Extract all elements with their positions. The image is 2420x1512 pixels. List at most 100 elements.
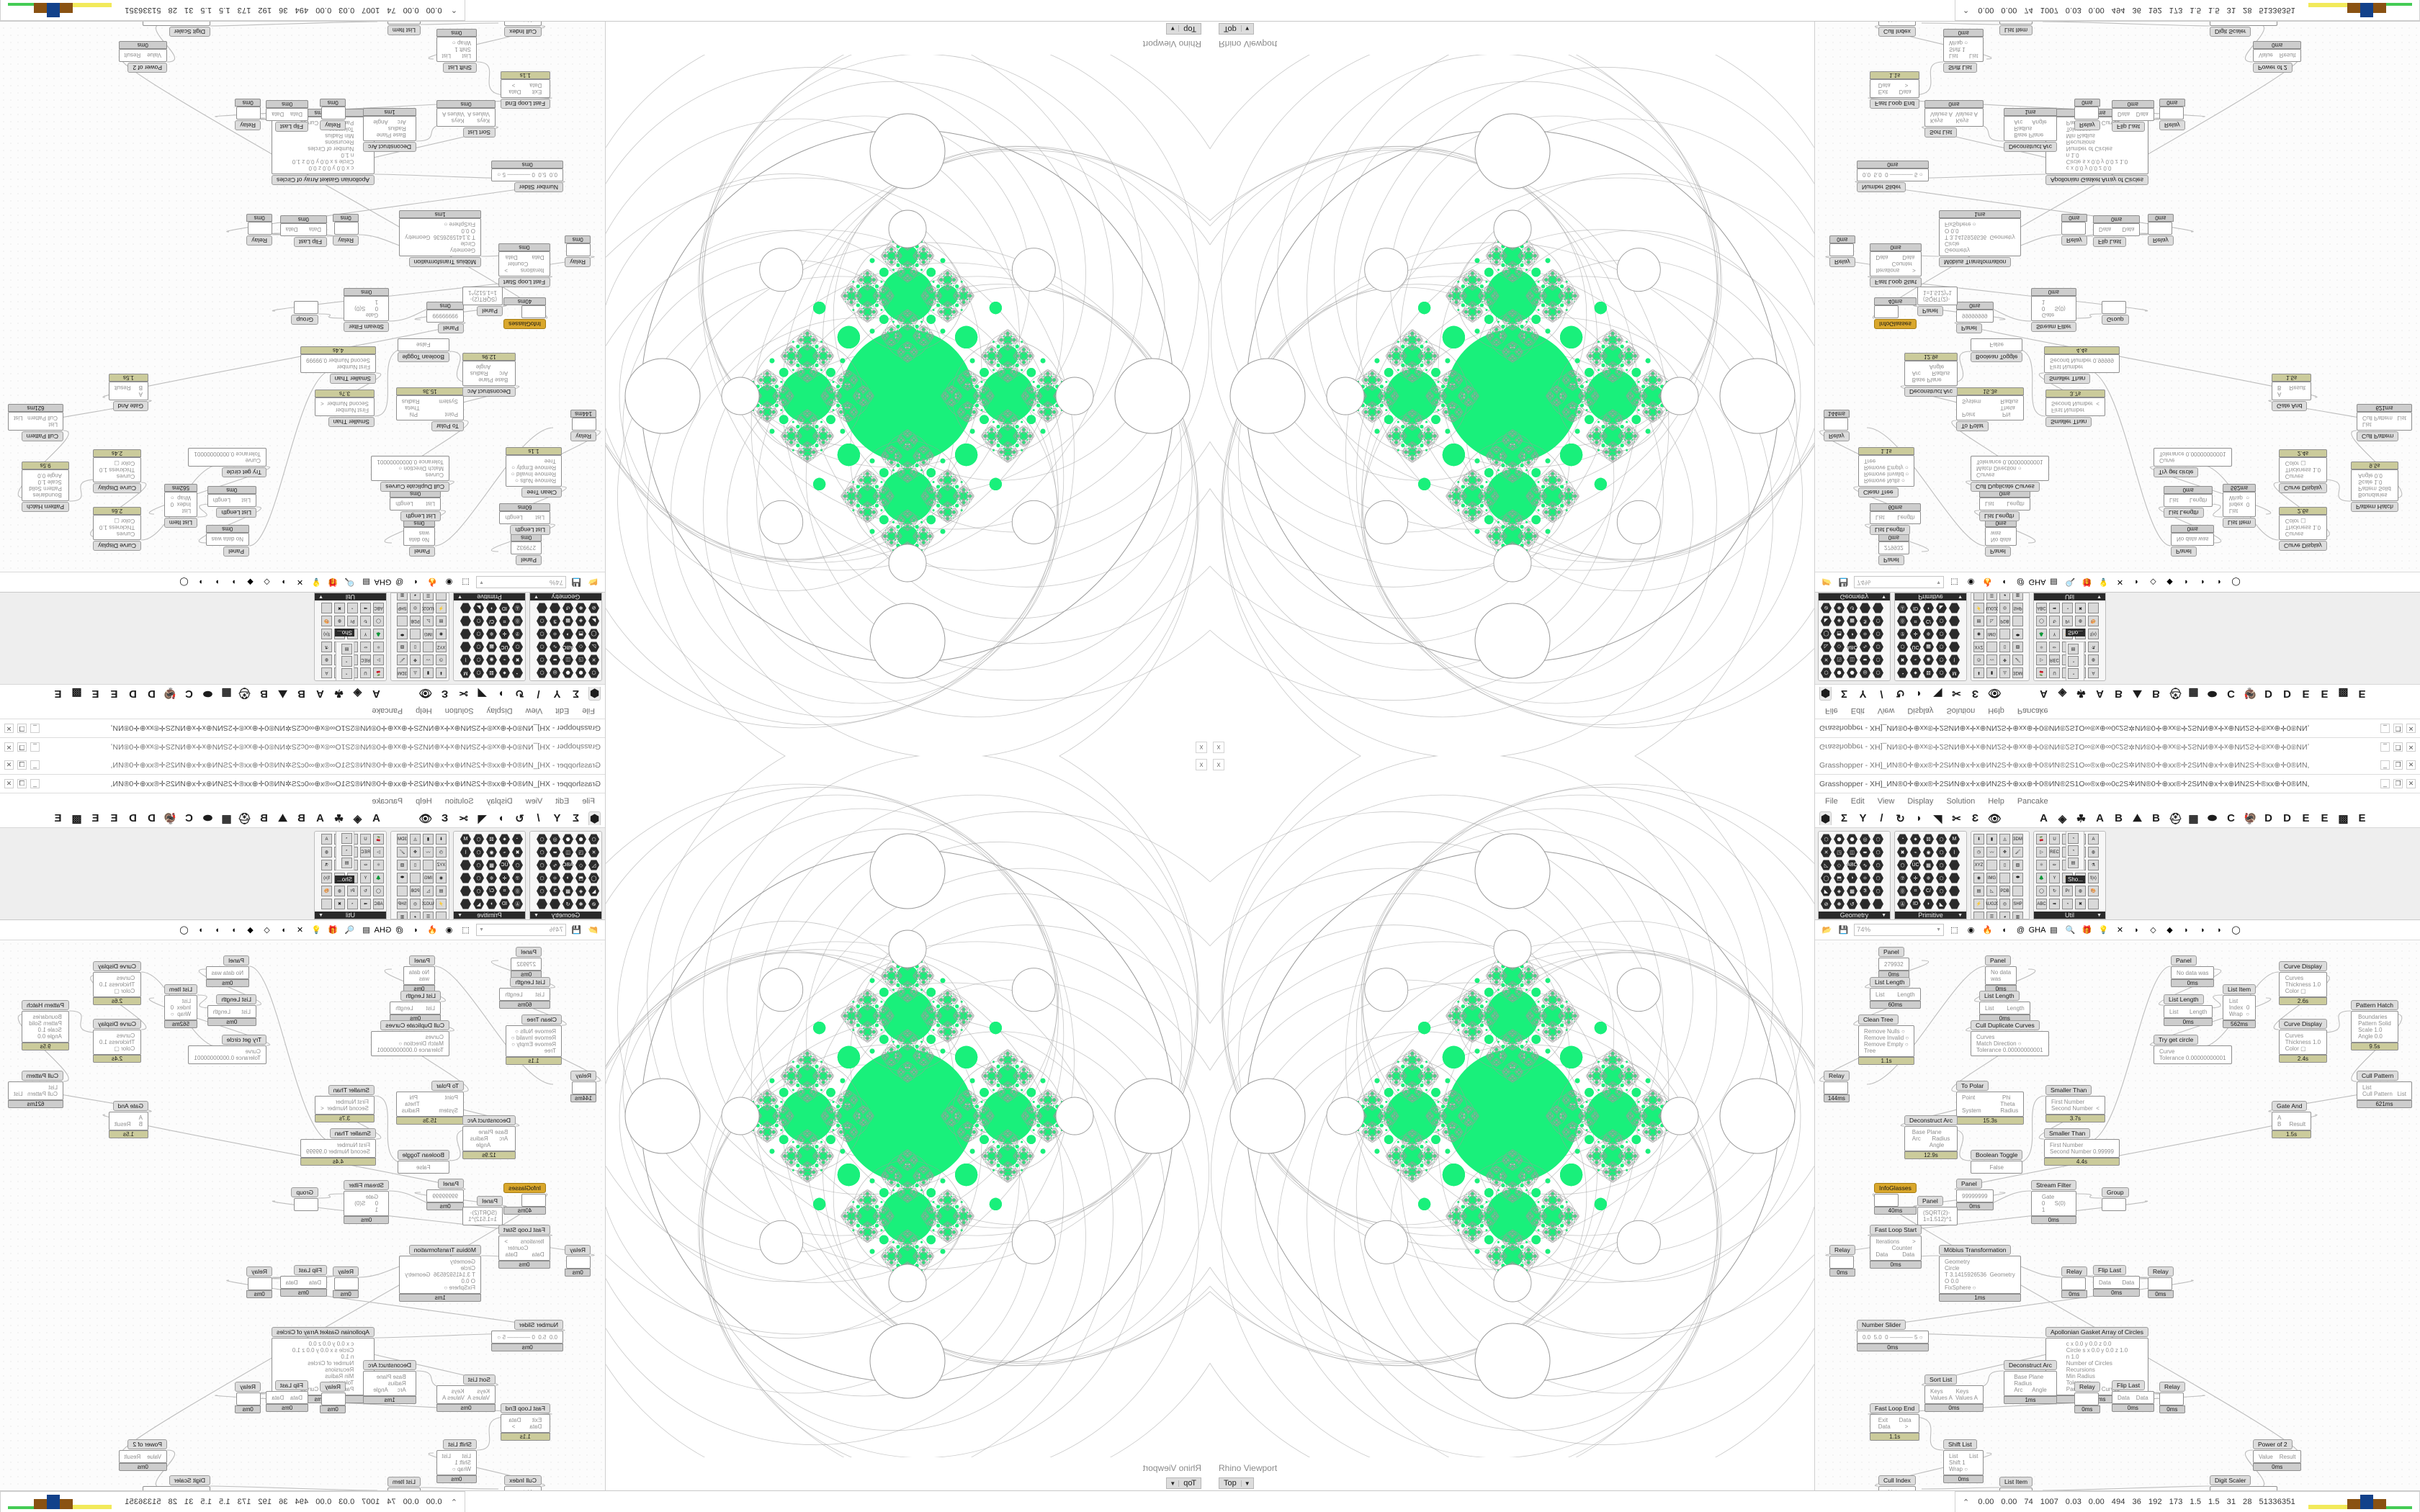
gh-node-caption[interactable]: Stream Filter [2031,322,2076,332]
component-icon[interactable]: ◑ [562,628,574,640]
component-icon[interactable]: ⬡ [1896,859,1909,871]
tab-icon-right-13[interactable]: D [127,688,139,700]
gh-node-body[interactable]: Base Plane Radius Arc Angle [363,116,416,141]
toolbar-icon-9[interactable]: 🔍 [344,924,356,936]
tab-icon-left-2[interactable]: Y [551,812,563,824]
gh-node-caption[interactable]: Fast Loop Start [498,277,550,287]
component-icon[interactable]: ✖ [511,846,524,858]
gh-node-body[interactable]: 99999999 [1956,310,1994,323]
component-icon[interactable]: ✥ [409,846,421,858]
gh-node-caption[interactable]: Relay [235,120,261,130]
gh-node-caption[interactable]: Pattern Hatch [22,1000,69,1010]
component-icon[interactable]: ⬡ [472,859,485,871]
component-icon[interactable] [549,602,561,614]
component-icon[interactable]: REC [359,846,372,858]
gh-node-body[interactable]: List Cull Pattern List [2357,412,2412,431]
gh-node-body[interactable]: List Length [390,498,441,510]
component-icon[interactable]: ⬬ [2012,872,2024,884]
gh-node-caption[interactable]: Flip Last [274,122,308,132]
component-icon[interactable]: ABC [1846,859,1858,871]
component-icon[interactable]: f(x) [2087,628,2099,640]
canvas-toolbar[interactable]: 📂 💾 74% ▼ ⬚ ◉ 🔥 ◖ @ GHA ▤ 🔍 🎁 💡 ✕ ◗ ◇ ◆ ◗ ◗ ◗ ◯ [0,572,605,592]
component-icon[interactable]: ⬌ [549,654,561,666]
tab-icon-right-0[interactable]: A [2038,812,2050,824]
gh-node[interactable]: Curve Display Curves Thickness 1.0 Color … [2279,959,2327,1005]
gh-node[interactable]: Stream Filter Gate 0 S(0) 1 0ms [344,288,389,334]
component-icon[interactable]: ⚗ [321,859,333,871]
component-icon[interactable]: SHP [396,602,408,614]
gh-node-caption[interactable]: Deconstruct Arc [1904,387,1958,397]
gh-node[interactable]: Relay 0ms [2159,99,2185,132]
component-icon[interactable]: ✷ [498,833,511,845]
toolbar-icon-18[interactable]: ◗ [2213,924,2226,936]
component-icon[interactable]: ⬢ [575,667,587,679]
gh-node[interactable]: Digit Scaler1 3 0 0 0 0 0 0 0 0 0 00ms [143,22,210,39]
gh-node-caption[interactable]: Panel [516,947,542,957]
toolbar-icon-4[interactable]: 🔥 [1981,576,1994,588]
component-icon[interactable]: ⬌ [549,846,561,858]
component-icon[interactable]: ⬡ [536,641,548,653]
gh-node-body[interactable]: Iterations > Counter Data Data [1870,1236,1922,1261]
toolbar-icon-9[interactable]: 🔍 [2064,576,2076,588]
gh-node-body[interactable] [566,1256,591,1269]
gh-node-caption[interactable]: Deconstruct Arc [462,387,516,397]
gh-node-body[interactable]: Curves Thickness 1.0 Color ▢ [93,1030,141,1055]
component-icon[interactable]: 〰 [1986,654,1998,666]
gh-node-caption[interactable]: Panel [438,1179,464,1189]
viewport-view-selector[interactable]: Top ▼ [1219,1477,1254,1489]
component-icon[interactable]: ID [1909,898,1922,910]
gh-node-body[interactable]: Base Plane Radius Arc Angle [363,1371,416,1396]
gh-node-caption[interactable]: Relay [2061,235,2087,246]
gh-node-caption[interactable]: Flip Last [274,1380,308,1390]
component-icon[interactable]: ✥ [409,654,421,666]
toolbar-icon-10[interactable]: 🎁 [2081,924,2093,936]
gh-node-caption[interactable]: List Item [163,518,197,528]
gh-node-body[interactable]: Curve Tolerance 0.00000000001 [188,448,266,467]
gh-node[interactable]: Relay 0ms [333,1264,359,1298]
gh-node-caption[interactable]: Curve Display [93,961,141,971]
gh-node[interactable]: Number Slider 0.0 5.0 0 ———— 5 ○ 0ms [1857,161,1929,194]
component-icon[interactable]: ◇ [1833,859,1845,871]
component-icon[interactable]: ▨ [396,641,408,653]
maximize-icon[interactable]: ❐ [17,742,27,752]
gh-node-caption[interactable]: Panel [409,546,435,557]
save-file-icon[interactable]: 💾 [570,576,583,588]
gh-node-body[interactable]: Iterations > Counter Data Data [1870,251,1922,276]
gh-node-body[interactable]: Keys Keys Values A Values A [1924,1385,1984,1404]
gh-node-body[interactable] [1874,1194,1899,1207]
gh-node-body[interactable] [2102,301,2126,314]
gh-node[interactable]: Cull Duplicate Curves Curves Match Direct… [1971,456,2049,494]
component-icon[interactable]: ▮ [422,833,434,845]
component-icon[interactable]: ◬ [409,833,421,845]
gh-node-body[interactable]: First Number Second Number 0.99999 [2044,1139,2120,1158]
component-icon[interactable]: ⌇ [1948,846,1960,858]
gh-node-body[interactable]: 99999999 [426,1189,464,1202]
gh-node[interactable]: Relay 0ms [2148,214,2174,248]
component-icon[interactable]: 🍒 [2035,667,2048,679]
component-icon[interactable]: ⬡ [511,859,524,871]
component-icon[interactable]: REC [2048,846,2061,858]
tab-icon-left-5[interactable]: ◗ [495,812,507,824]
tab-icon-right-14[interactable]: E [108,688,120,700]
quadrant-top-left[interactable]: x Rhino Viewport Top ▼ Grasshopper - XH]… [0,0,1210,756]
tab-icon-right-12[interactable]: D [2262,688,2275,700]
gh-node-caption[interactable]: Relay [570,431,596,441]
component-icon[interactable]: ⌗ [1909,615,1922,627]
chevron-down-icon[interactable]: ▼ [457,595,462,600]
gh-node-body[interactable] [572,418,596,431]
menu-item-edit[interactable]: Edit [555,797,569,806]
chevron-down-icon[interactable]: ▼ [318,913,323,918]
close-button[interactable]: ✕ [2406,724,2416,733]
maximize-button[interactable]: ❐ [2393,779,2403,788]
close-icon[interactable]: ✕ [4,742,14,752]
menu-item-view[interactable]: View [1878,706,1895,715]
toolbar-icon-16[interactable]: ◗ [2180,576,2192,588]
gh-node[interactable]: Sort List Keys Keys Values A Values A 0ms [436,100,496,140]
component-icon[interactable]: ◎ [1999,898,2011,910]
component-icon[interactable]: ⬡ [1935,615,1948,627]
gh-node-caption[interactable]: Digit Scaler [169,27,210,37]
component-icon[interactable]: ▮ [1986,833,1998,845]
gh-node-body[interactable] [321,107,346,120]
gh-node[interactable]: Clean Tree Remove Nulls ○ Remove Invalid … [1858,1012,1915,1065]
component-icon[interactable]: ⬣ [562,667,574,679]
